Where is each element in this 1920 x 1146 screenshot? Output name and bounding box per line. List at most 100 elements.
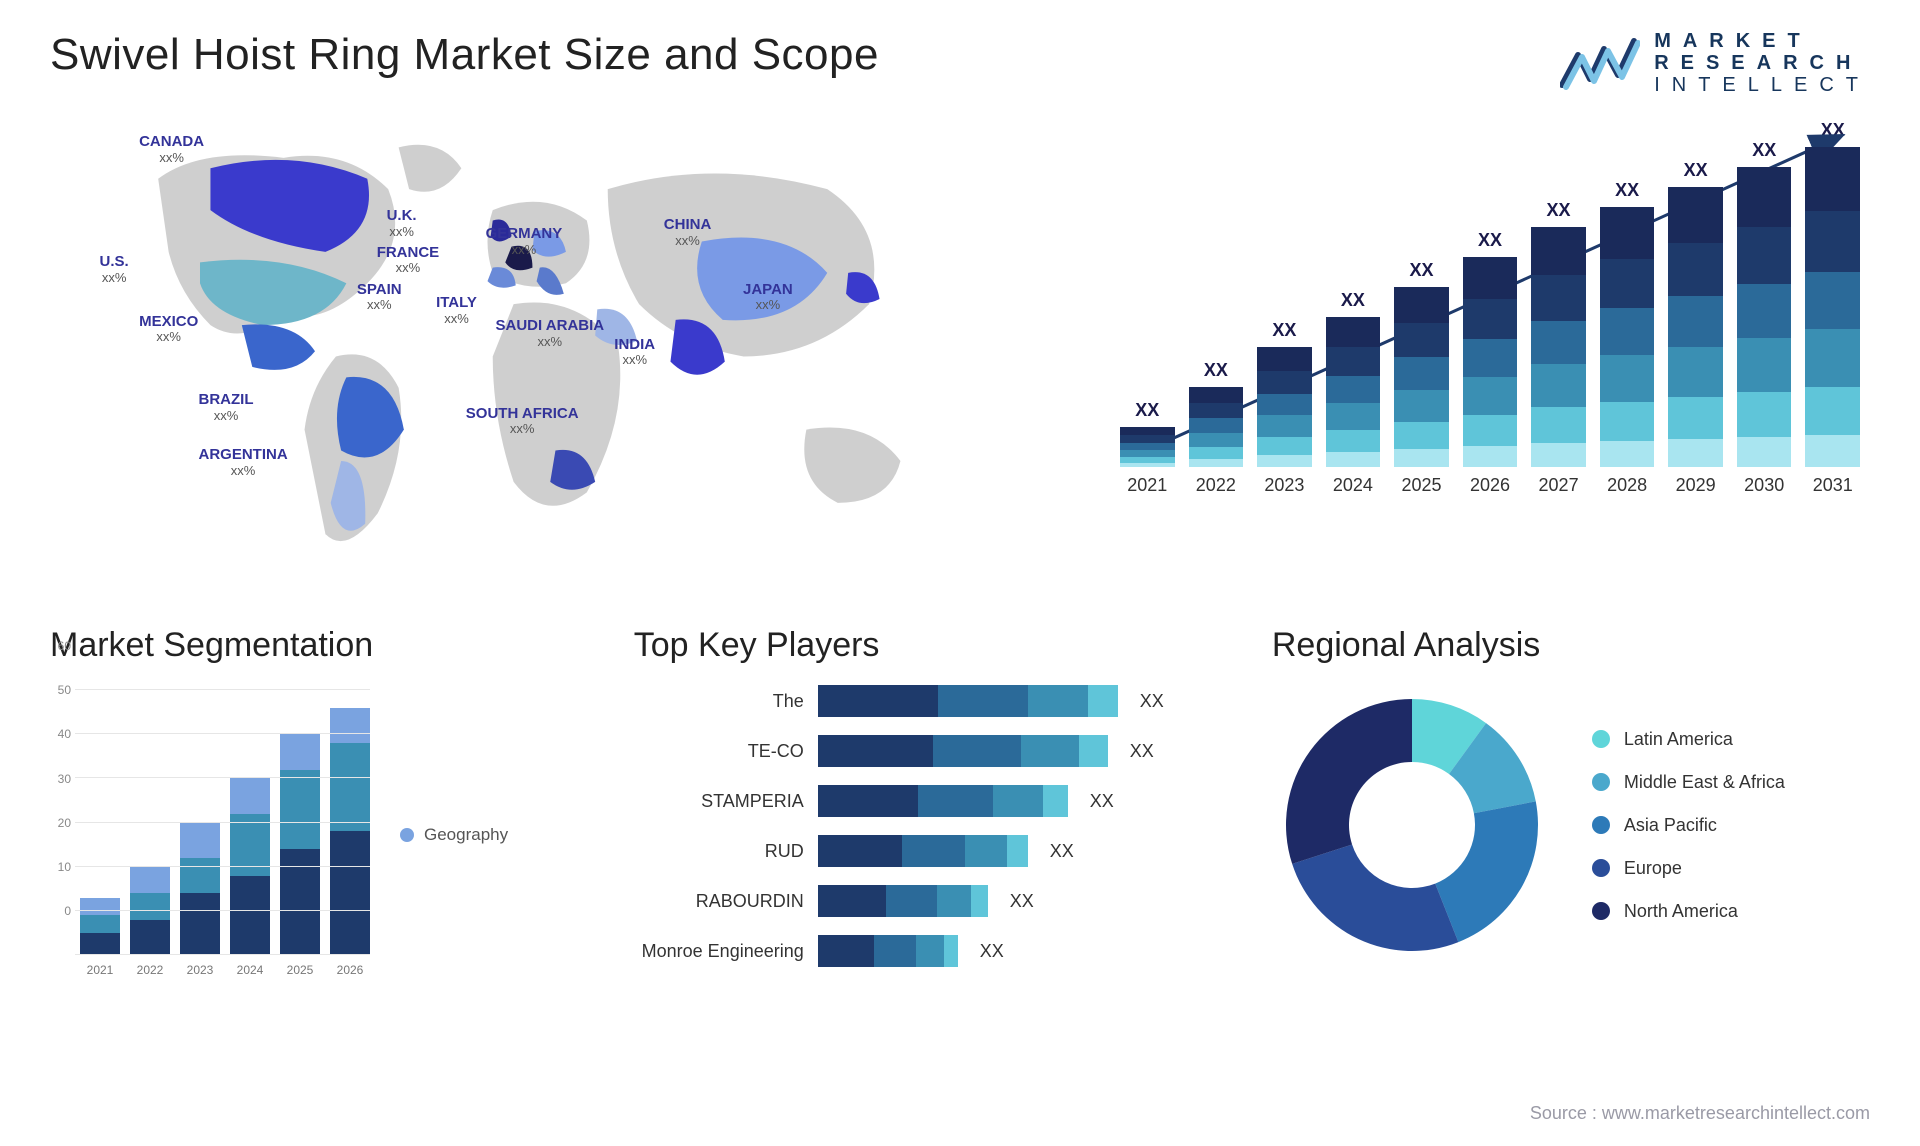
- forecast-bar-label: XX: [1204, 360, 1228, 381]
- forecast-bar-segment: [1189, 403, 1244, 418]
- forecast-bar-segment: [1394, 422, 1449, 449]
- forecast-bar-segment: [1257, 394, 1312, 416]
- forecast-bar-segment: [1189, 433, 1244, 447]
- forecast-bar-stack: [1326, 317, 1381, 467]
- forecast-bar-segment: [1600, 207, 1655, 259]
- forecast-x-label: 2028: [1607, 475, 1647, 496]
- region-legend-item: Middle East & Africa: [1592, 772, 1785, 793]
- seg-bar-segment: [130, 920, 170, 955]
- map-label-brazil: BRAZILxx%: [199, 392, 254, 423]
- seg-bar-segment: [130, 893, 170, 920]
- forecast-bar-segment: [1326, 317, 1381, 347]
- seg-bar-2023: [180, 823, 220, 955]
- seg-x-label: 2024: [230, 963, 270, 977]
- forecast-x-label: 2026: [1470, 475, 1510, 496]
- forecast-bar-2031: XX 2031: [1805, 120, 1860, 496]
- forecast-bar-stack: [1120, 427, 1175, 467]
- seg-bar-segment: [330, 743, 370, 831]
- forecast-bar-label: XX: [1821, 120, 1845, 141]
- players-title: Top Key Players: [634, 626, 1232, 665]
- region-swatch: [1592, 773, 1610, 791]
- forecast-bar-segment: [1463, 415, 1518, 447]
- map-label-france: FRANCExx%: [377, 245, 440, 276]
- forecast-bar-segment: [1668, 187, 1723, 243]
- world-map-panel: CANADAxx%U.S.xx%MEXICOxx%BRAZILxx%ARGENT…: [50, 116, 1040, 576]
- player-bar-segment: [944, 935, 958, 967]
- forecast-bar-segment: [1257, 455, 1312, 467]
- forecast-bar-segment: [1531, 227, 1586, 275]
- forecast-bar-segment: [1531, 275, 1586, 321]
- player-value: XX: [1010, 891, 1034, 912]
- segmentation-panel: Market Segmentation 0102030405060 202120…: [50, 626, 594, 1026]
- forecast-bar-2021: XX2021: [1120, 400, 1175, 496]
- region-swatch: [1592, 902, 1610, 920]
- map-label-italy: ITALYxx%: [436, 295, 477, 326]
- donut-slice: [1292, 844, 1458, 951]
- seg-gridline: [75, 822, 370, 823]
- player-bar-segment: [874, 935, 916, 967]
- donut-wrap: Latin AmericaMiddle East & AfricaAsia Pa…: [1272, 685, 1870, 965]
- player-bar-segment: [938, 685, 1028, 717]
- seg-gridline: [75, 910, 370, 911]
- region-swatch: [1592, 859, 1610, 877]
- forecast-bar-segment: [1326, 452, 1381, 467]
- forecast-bar-segment: [1189, 459, 1244, 467]
- seg-ytick: 40: [58, 727, 71, 741]
- forecast-bar-segment: [1600, 355, 1655, 402]
- map-label-canada: CANADAxx%: [139, 134, 204, 165]
- player-row: RUDXX: [634, 835, 1192, 867]
- forecast-bar-segment: [1463, 446, 1518, 467]
- player-bar-segment: [818, 735, 933, 767]
- seg-bar-segment: [180, 823, 220, 858]
- region-legend: Latin AmericaMiddle East & AfricaAsia Pa…: [1592, 729, 1785, 922]
- map-label-china: CHINAxx%: [664, 217, 712, 248]
- player-bar-segment: [916, 935, 944, 967]
- map-label-india: INDIAxx%: [614, 337, 655, 368]
- seg-bar-segment: [80, 915, 120, 933]
- forecast-bar-segment: [1531, 407, 1586, 443]
- player-bar-segment: [1079, 735, 1108, 767]
- map-label-south-africa: SOUTH AFRICAxx%: [466, 406, 579, 437]
- segmentation-legend-label: Geography: [424, 825, 508, 845]
- forecast-bar-segment: [1668, 243, 1723, 296]
- player-bar-segment: [918, 785, 993, 817]
- forecast-bar-segment: [1463, 377, 1518, 415]
- region-swatch: [1592, 730, 1610, 748]
- seg-bar-segment: [230, 876, 270, 956]
- forecast-bar-segment: [1737, 338, 1792, 392]
- forecast-bar-segment: [1737, 437, 1792, 467]
- page-title: Swivel Hoist Ring Market Size and Scope: [50, 30, 879, 80]
- player-row: TheXX: [634, 685, 1192, 717]
- seg-bar-2026: [330, 708, 370, 955]
- map-japan: [846, 272, 879, 303]
- region-legend-item: Asia Pacific: [1592, 815, 1785, 836]
- player-value: XX: [1050, 841, 1074, 862]
- seg-bar-segment: [280, 770, 320, 850]
- forecast-bar-segment: [1189, 387, 1244, 403]
- forecast-bar-segment: [1120, 463, 1175, 467]
- map-mexico: [242, 324, 315, 370]
- player-bar-segment: [818, 785, 918, 817]
- player-bar-segment: [818, 935, 874, 967]
- forecast-bars-container: XX2021XX2022XX2023XX2024XX2025XX2026XX20…: [1100, 136, 1860, 496]
- player-bar-segment: [1021, 735, 1079, 767]
- forecast-x-label: 2031: [1813, 475, 1853, 496]
- player-value: XX: [1140, 691, 1164, 712]
- player-bar-segment: [1043, 785, 1068, 817]
- seg-bar-segment: [330, 708, 370, 743]
- forecast-bar-segment: [1120, 450, 1175, 457]
- forecast-bar-segment: [1531, 443, 1586, 467]
- player-bar-segment: [1007, 835, 1028, 867]
- forecast-bar-stack: [1189, 387, 1244, 467]
- forecast-bar-segment: [1805, 211, 1860, 272]
- donut-chart: [1272, 685, 1552, 965]
- map-label-u.k.: U.K.xx%: [387, 208, 417, 239]
- forecast-bar-segment: [1737, 167, 1792, 227]
- forecast-bar-segment: [1805, 272, 1860, 330]
- forecast-bar-segment: [1737, 284, 1792, 338]
- forecast-bar-segment: [1463, 299, 1518, 339]
- map-label-mexico: MEXICOxx%: [139, 314, 198, 345]
- seg-ytick: 20: [58, 816, 71, 830]
- forecast-bar-2029: XX2029: [1668, 160, 1723, 496]
- player-bar-segment: [1028, 685, 1088, 717]
